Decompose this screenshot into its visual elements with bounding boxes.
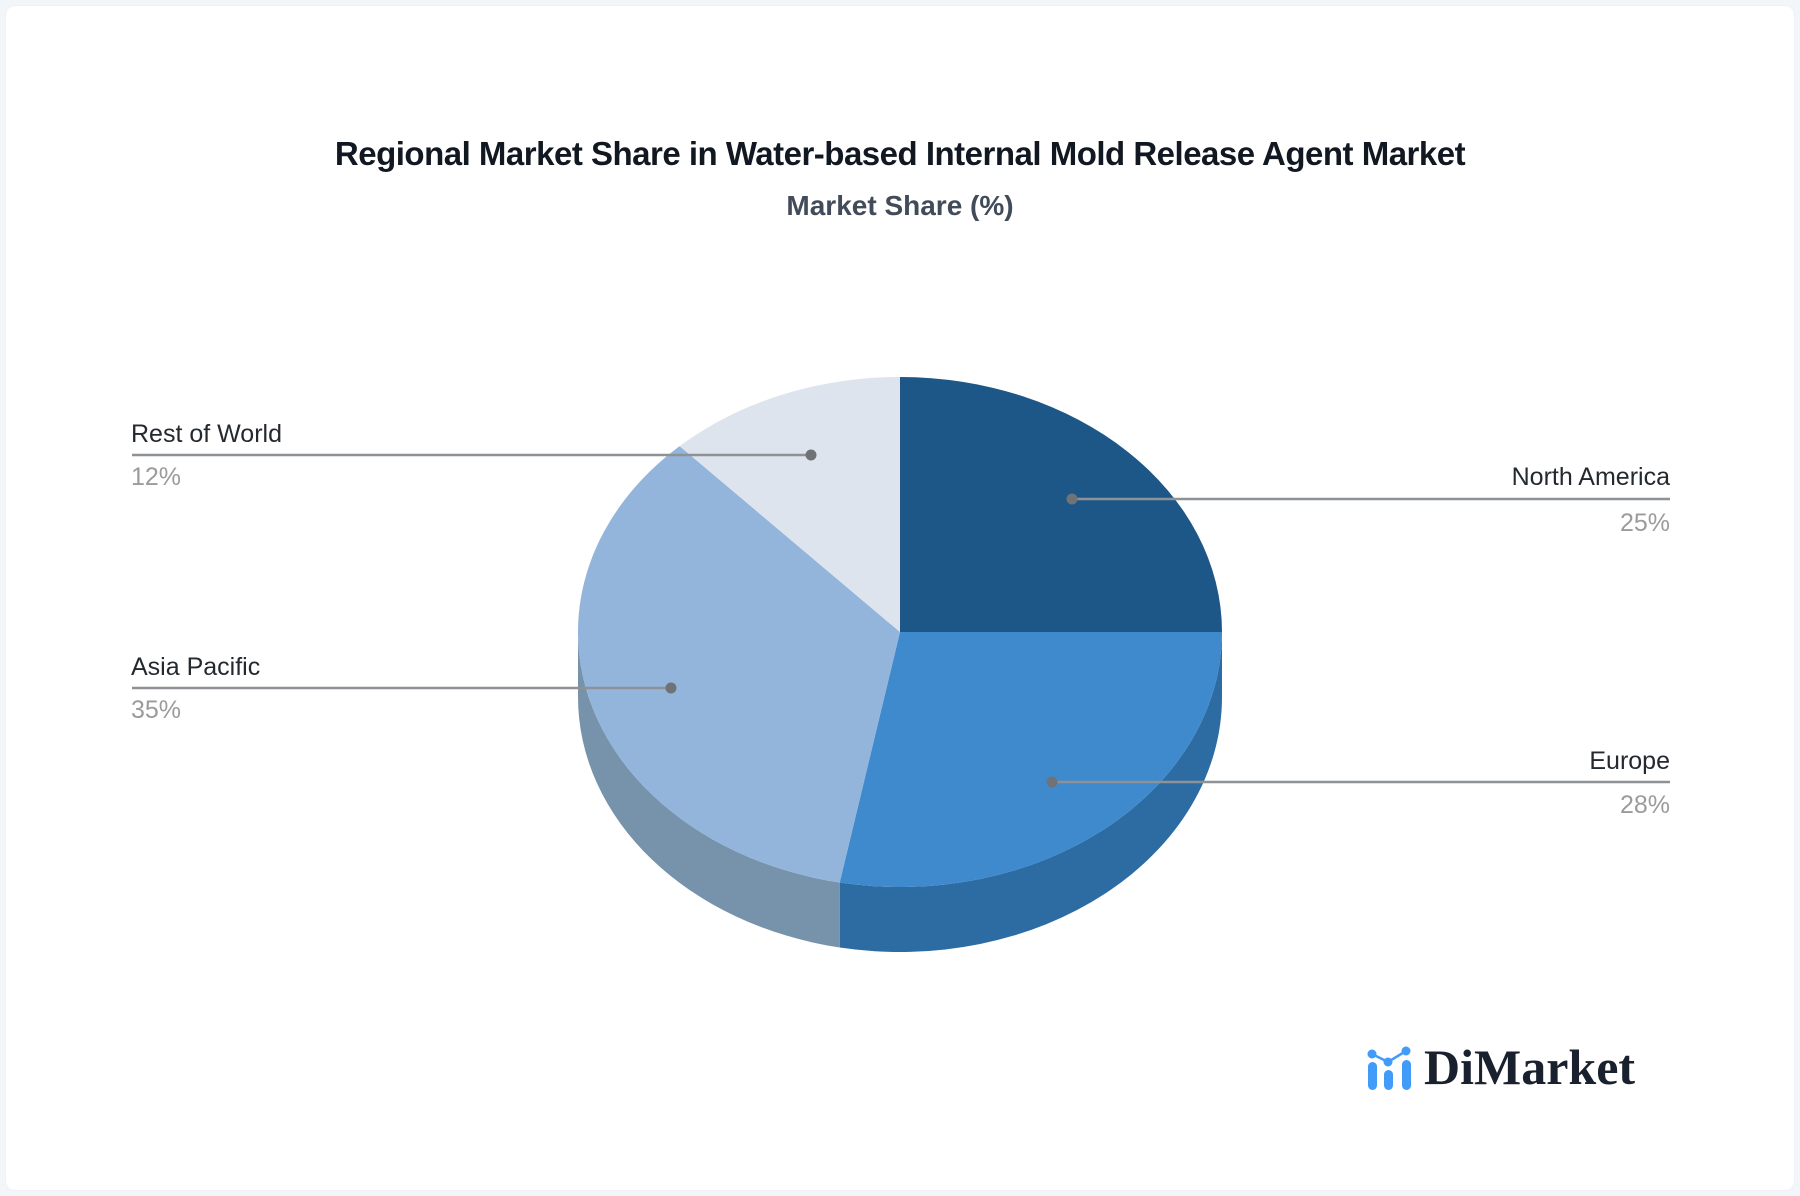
- bar-chart-with-trend-dots-icon: [1367, 1046, 1411, 1090]
- leader-dot-north-america: [1066, 493, 1078, 505]
- brand-logo: DiMarket: [1366, 1042, 1635, 1092]
- pie-slice-north-america[interactable]: [900, 377, 1222, 632]
- pie-slice-europe[interactable]: [839, 632, 1222, 888]
- pie-slice-asia-pacific[interactable]: [577, 446, 900, 883]
- leader-dots: [665, 449, 1078, 788]
- leader-dot-rest-of-world: [805, 449, 817, 461]
- chart-title: Regional Market Share in Water-based Int…: [334, 135, 1466, 172]
- pie-side-europe: [839, 632, 1222, 953]
- leader-lines: [132, 453, 1670, 784]
- leader-dot-asia-pacific: [665, 682, 677, 694]
- pie-slice-rest-of-world[interactable]: [679, 377, 900, 632]
- pct-europe: 28%: [1619, 791, 1670, 819]
- leader-dot-europe: [1046, 776, 1058, 788]
- label-asia-pacific: Asia Pacific: [131, 653, 261, 681]
- brand-logo-text: DiMarket: [1424, 1039, 1636, 1095]
- label-europe: Europe: [1589, 747, 1670, 775]
- pct-asia-pacific: 35%: [131, 696, 182, 724]
- chart-subtitle: Market Share (%): [786, 190, 1014, 221]
- label-north-america: North America: [1511, 463, 1670, 491]
- pct-rest-of-world: 12%: [131, 463, 182, 491]
- pct-north-america: 25%: [1619, 509, 1670, 537]
- pie-side-asia-pacific: [578, 632, 840, 948]
- label-rest-of-world: Rest of World: [131, 420, 282, 448]
